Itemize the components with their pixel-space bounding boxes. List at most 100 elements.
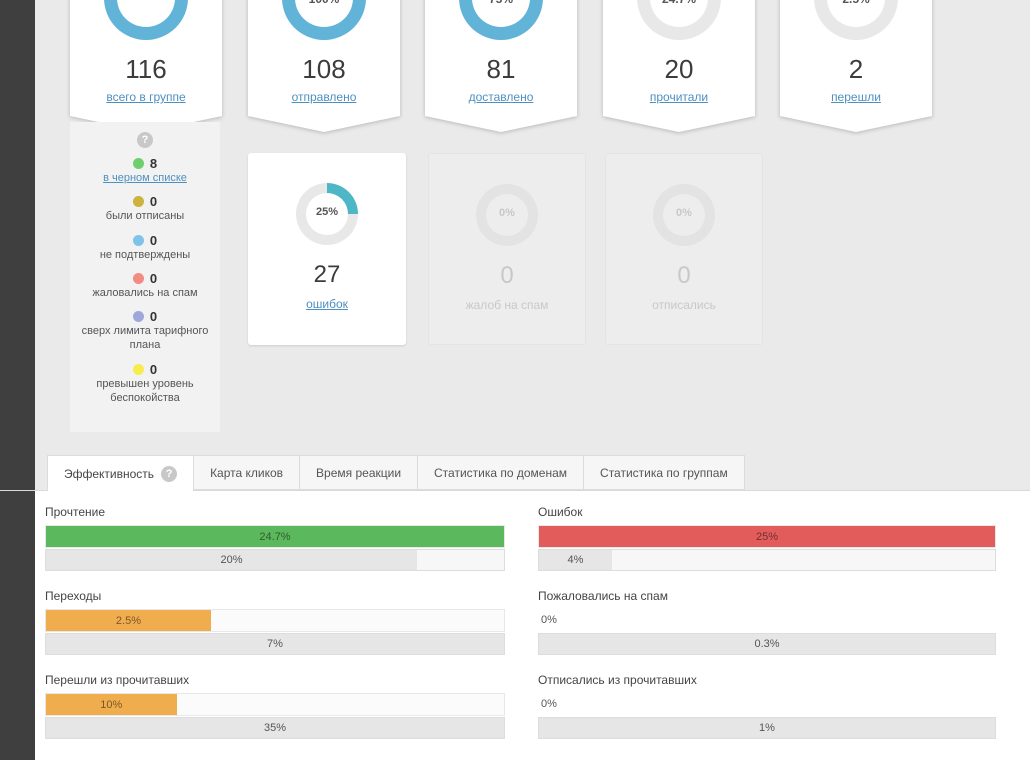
spam-complaint-dot-icon — [132, 272, 144, 284]
clicked-link[interactable]: перешли — [831, 90, 881, 104]
stat-card-delivered: 75% 81 доставлено — [425, 0, 577, 132]
tabs-divider — [0, 490, 1030, 491]
unsubscribes-donut-percent: 0% — [676, 207, 692, 219]
stat-card-clicked: 2.5% 2 перешли — [780, 0, 932, 132]
legend-help-icon[interactable]: ? — [137, 132, 153, 148]
unsubscribe-rate-title: Отписались из прочитавших — [538, 673, 697, 687]
bar-group-error-rate: Ошибок 25% 4% — [538, 505, 996, 571]
error-rate-value-bar: 25% — [538, 525, 996, 548]
tab-group-stats[interactable]: Статистика по группам — [583, 455, 745, 490]
blacklist-dot-icon — [132, 158, 144, 169]
errors-count: 27 — [313, 261, 341, 288]
subscribers-legend-panel: ? 8 в черном списке 0 были отписаны 0 не… — [70, 122, 220, 432]
unsubscribed-label: были отписаны — [105, 210, 185, 223]
over-limit-count: 0 — [149, 309, 158, 325]
spam-complaints-donut-chart — [476, 184, 538, 246]
read-link[interactable]: прочитали — [649, 90, 709, 104]
stat-card-read: 24.7% 20 прочитали — [603, 0, 755, 132]
bar-group-click-to-open: Перешли из прочитавших 10% 35% — [45, 673, 505, 739]
anxiety-level-dot-icon — [132, 363, 144, 375]
sent-donut-percent: 100% — [248, 0, 400, 6]
delivered-count: 81 — [486, 54, 516, 84]
read-rate-average-label: 20% — [220, 554, 243, 566]
read-rate-title: Прочтение — [45, 505, 105, 519]
click-to-open-value-label: 10% — [100, 698, 123, 711]
tab-reaction-time[interactable]: Время реакции — [299, 455, 419, 490]
bar-group-read-rate: Прочтение 24.7% 20% — [45, 505, 505, 571]
tab-effectiveness-help-icon[interactable]: ? — [161, 465, 178, 482]
read-donut-percent: 24.7% — [603, 0, 755, 6]
legend-item-over-limit: 0 сверх лимита тарифного плана — [70, 309, 220, 353]
click-to-open-average-label: 35% — [263, 722, 287, 734]
total-count: 116 — [125, 54, 167, 84]
blacklist-count: 8 — [149, 156, 158, 171]
unsubscribe-rate-value-bar: 0% — [538, 693, 996, 716]
legend-item-blacklist: 8 в черном списке — [70, 156, 220, 185]
read-donut-chart — [637, 0, 721, 40]
errors-donut-chart — [296, 183, 358, 245]
bar-group-spam-rate: Пожаловались на спам 0% 0.3% — [538, 589, 996, 655]
bar-group-click-rate: Переходы 2.5% 7% — [45, 589, 505, 655]
click-rate-average-bar: 7% — [45, 633, 505, 655]
blacklist-link[interactable]: в черном списке — [103, 172, 187, 184]
tab-click-map-label: Карта кликов — [210, 465, 284, 480]
spam-complaints-donut-percent: 0% — [499, 207, 515, 219]
tab-click-map[interactable]: Карта кликов — [193, 455, 301, 490]
click-to-open-title: Перешли из прочитавших — [45, 673, 190, 687]
legend-item-unsubscribed: 0 были отписаны — [70, 194, 220, 223]
spam-rate-value-label: 0% — [541, 614, 557, 626]
read-count: 20 — [664, 54, 694, 84]
spam-rate-value-bar: 0% — [538, 609, 996, 632]
report-tabs: Эффективность ? Карта кликов Время реакц… — [47, 455, 745, 491]
error-rate-value-label: 25% — [755, 530, 779, 543]
delivered-donut-percent: 75% — [425, 0, 577, 6]
over-limit-dot-icon — [132, 311, 144, 323]
over-limit-label: сверх лимита тарифного плана — [81, 325, 209, 352]
total-link[interactable]: всего в группе — [106, 90, 186, 104]
click-rate-average-label: 7% — [267, 638, 283, 650]
unsubscribes-donut-chart — [653, 184, 715, 246]
tab-effectiveness[interactable]: Эффективность ? — [47, 455, 195, 491]
anxiety-level-count: 0 — [149, 361, 158, 377]
spam-complaints-count: 0 — [500, 262, 514, 289]
spam-complaints-label: жалоб на спам — [465, 298, 549, 312]
click-to-open-value-bar: 10% — [45, 693, 505, 716]
unconfirmed-label: не подтверждены — [99, 248, 191, 261]
error-rate-average-bar: 4% — [538, 549, 996, 571]
errors-donut-percent: 25% — [315, 206, 339, 218]
tab-domain-stats[interactable]: Статистика по доменам — [417, 455, 585, 490]
tab-domain-stats-label: Статистика по доменам — [434, 465, 568, 480]
click-rate-value-bar: 2.5% — [45, 609, 505, 632]
read-rate-average-bar: 20% — [45, 549, 505, 571]
left-nav-rail — [0, 0, 35, 760]
read-rate-value-bar: 24.7% — [45, 525, 505, 548]
bars-right-column: Ошибок 25% 4% Пожаловались на спам 0% 0.… — [538, 505, 996, 757]
sent-link[interactable]: отправлено — [291, 90, 357, 104]
sent-donut-chart — [282, 0, 366, 40]
clicked-count: 2 — [848, 54, 864, 84]
anxiety-level-label: превышен уровень беспокойства — [96, 377, 194, 405]
stat-card-sent: 100% 108 отправлено — [248, 0, 400, 132]
delivered-link[interactable]: доставлено — [468, 90, 534, 104]
unsubscribed-count: 0 — [149, 194, 158, 210]
click-rate-value-label: 2.5% — [115, 614, 141, 627]
unconfirmed-count: 0 — [149, 232, 158, 248]
stat-card-errors: 25% 27 ошибок — [248, 153, 406, 345]
read-rate-value-label: 24.7% — [259, 530, 291, 543]
delivered-donut-chart — [459, 0, 543, 40]
errors-link[interactable]: ошибок — [306, 297, 348, 311]
unsubscribe-rate-value-label: 0% — [541, 698, 557, 710]
sent-count: 108 — [302, 54, 346, 84]
unsubscribe-rate-average-label: 1% — [759, 722, 775, 734]
spam-complaint-count: 0 — [149, 270, 158, 286]
total-donut-chart — [104, 0, 188, 40]
tab-reaction-time-label: Время реакции — [316, 465, 402, 480]
spam-rate-average-label: 0.3% — [754, 638, 780, 650]
spam-rate-title: Пожаловались на спам — [538, 589, 668, 603]
error-rate-title: Ошибок — [538, 505, 583, 519]
click-to-open-average-bar: 35% — [45, 717, 505, 739]
legend-item-spam-complaint: 0 жаловались на спам — [70, 271, 220, 300]
error-rate-average-label: 4% — [567, 554, 584, 566]
unsubscribes-label: отписались — [652, 298, 716, 312]
legend-item-anxiety-level: 0 превышен уровень беспокойства — [70, 362, 220, 406]
